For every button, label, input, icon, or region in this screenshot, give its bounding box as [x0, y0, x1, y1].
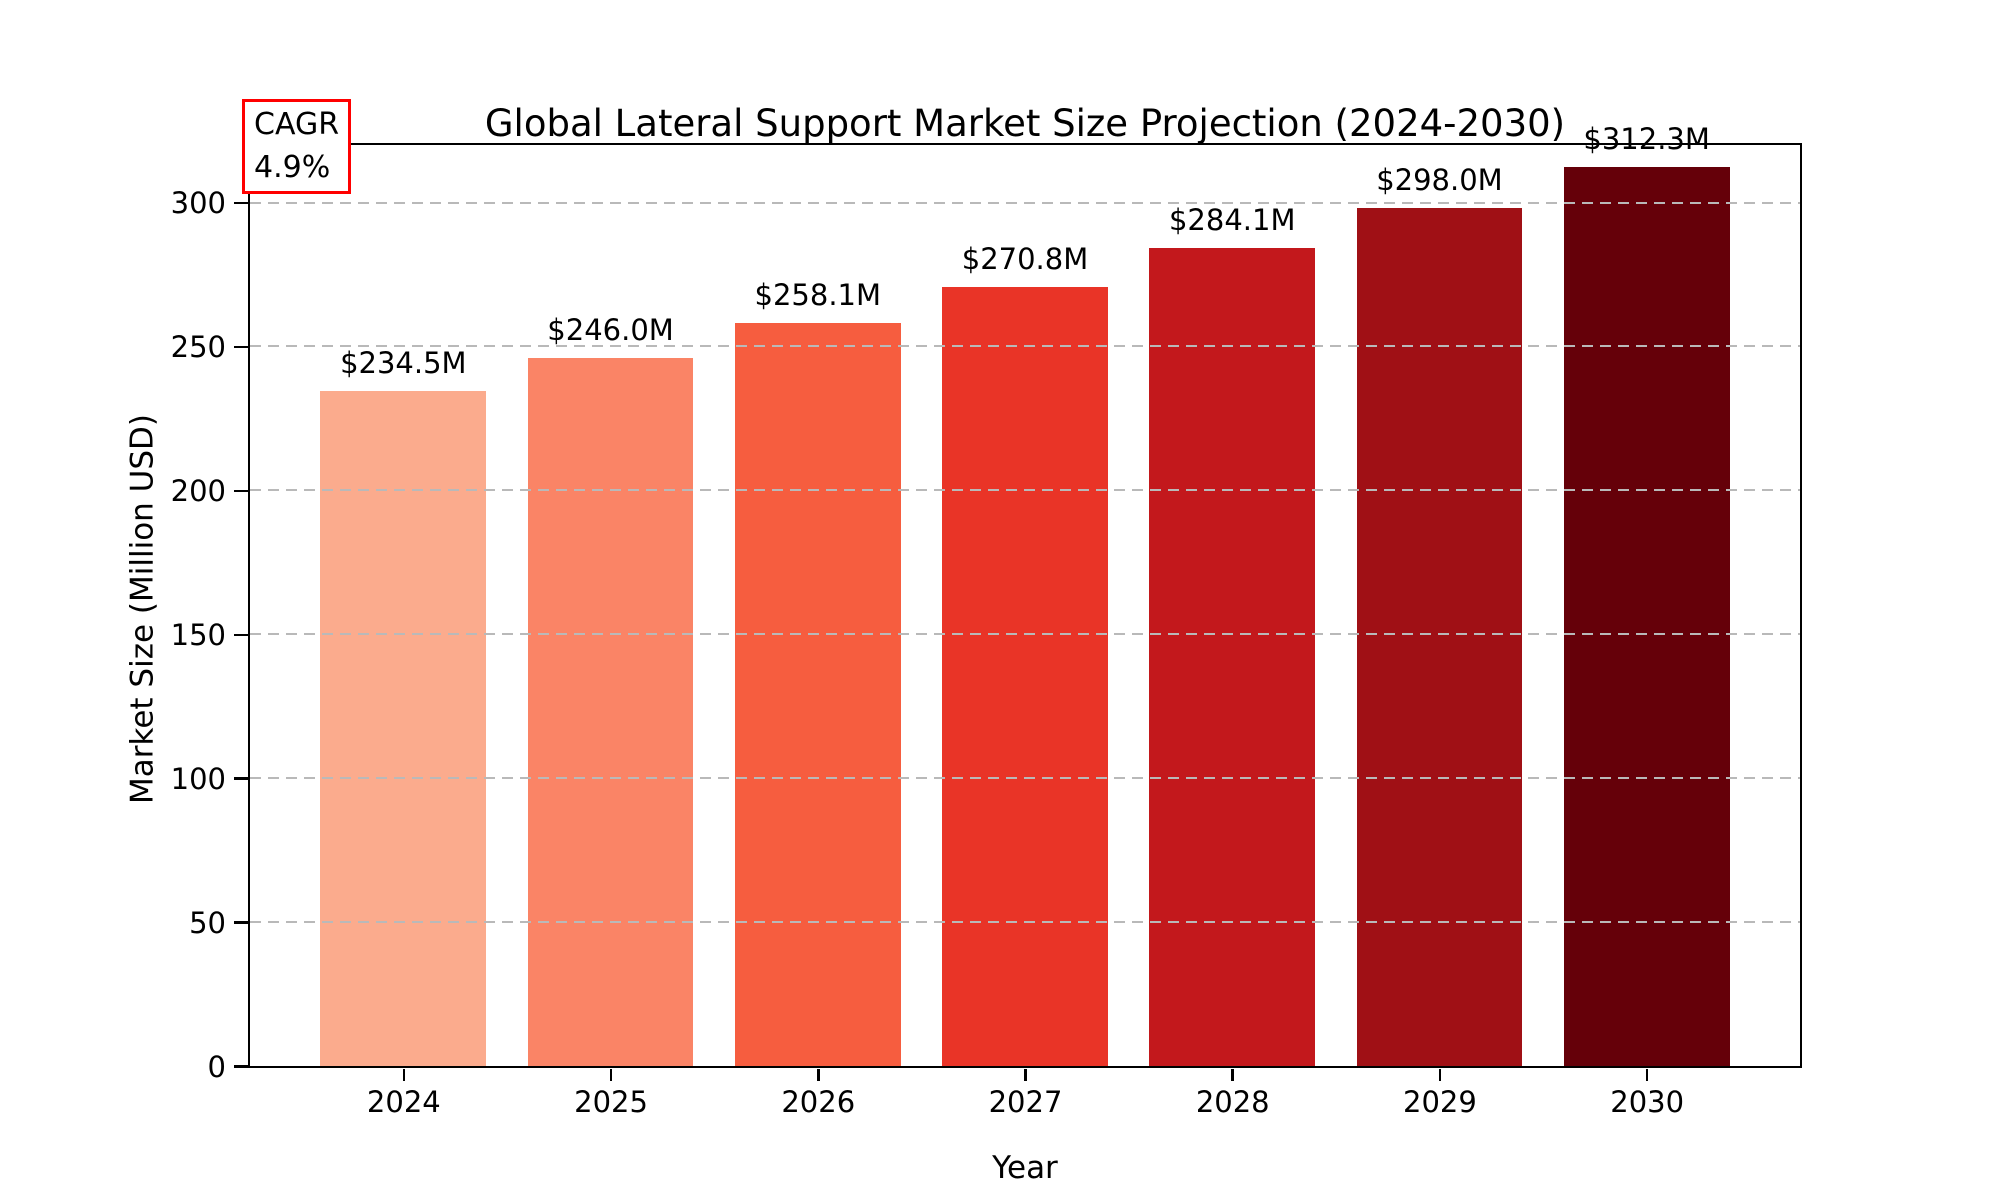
y-tick-label: 50 [189, 905, 226, 940]
cagr-annotation-box: CAGR 4.9% [242, 99, 352, 195]
plot-area: $234.5M $246.0M $258.1M $270.8M $284.1M $298.… [248, 122, 1802, 1068]
x-axis-label: Year [992, 1150, 1058, 1186]
x-tick-mark [402, 1069, 406, 1081]
y-axis-label: Market Size (Million USD) [124, 414, 161, 804]
cagr-value: 4.9% [254, 149, 331, 185]
x-tick-label: 2029 [1403, 1084, 1477, 1119]
y-tick-label: 200 [170, 473, 226, 508]
y-tick-mark [234, 201, 248, 205]
x-tick-mark [817, 1069, 820, 1081]
x-tick-label: 2027 [988, 1084, 1063, 1119]
y-tick-mark [234, 489, 248, 493]
bar-value-label: $246.0M [547, 312, 674, 347]
x-tick-mark [1645, 1069, 1649, 1081]
x-tick-mark [1438, 1069, 1442, 1081]
bar-value-label: $284.1M [1168, 203, 1296, 238]
bar-value-label: $312.3M [1583, 122, 1710, 157]
x-tick-label: 2028 [1195, 1084, 1270, 1119]
y-tick-mark [234, 1065, 248, 1068]
y-tick-mark [234, 921, 248, 924]
x-tick-mark [1024, 1069, 1027, 1081]
bar-value-label: $258.1M [754, 278, 882, 313]
cagr-title: CAGR [254, 107, 340, 142]
y-tick-label: 150 [170, 617, 226, 652]
bar-2030 [1563, 167, 1730, 1066]
chart-title: Global Lateral Support Market Size Proje… [484, 102, 1566, 145]
gridline-250 [250, 345, 1800, 348]
x-tick-label: 2026 [781, 1084, 856, 1119]
y-tick-label: 0 [207, 1049, 226, 1084]
bar-value-label: $270.8M [961, 241, 1089, 276]
gridline-150 [250, 633, 1800, 636]
gridline-200 [250, 489, 1800, 492]
y-tick-label: 250 [170, 329, 226, 364]
y-tick-mark [234, 633, 248, 637]
bar-2024 [320, 391, 487, 1066]
x-tick-mark [609, 1069, 613, 1081]
bar-value-label: $234.5M [340, 346, 467, 381]
bar-2026 [734, 323, 901, 1066]
x-tick-label: 2030 [1610, 1084, 1685, 1119]
gridline-300 [250, 201, 1800, 204]
bar-2028 [1149, 248, 1316, 1066]
bar-value-label: $298.0M [1376, 163, 1503, 198]
gridline-50 [250, 921, 1800, 924]
bar-2025 [527, 357, 694, 1066]
y-tick-mark [234, 777, 248, 780]
x-tick-mark [1231, 1069, 1234, 1081]
y-tick-label: 100 [170, 761, 226, 796]
y-tick-label: 300 [170, 186, 226, 221]
bar-2027 [942, 286, 1108, 1066]
x-tick-label: 2025 [574, 1084, 648, 1119]
x-tick-label: 2024 [366, 1084, 441, 1119]
bar-2029 [1356, 208, 1523, 1066]
y-tick-mark [234, 345, 248, 349]
gridline-100 [250, 777, 1800, 780]
